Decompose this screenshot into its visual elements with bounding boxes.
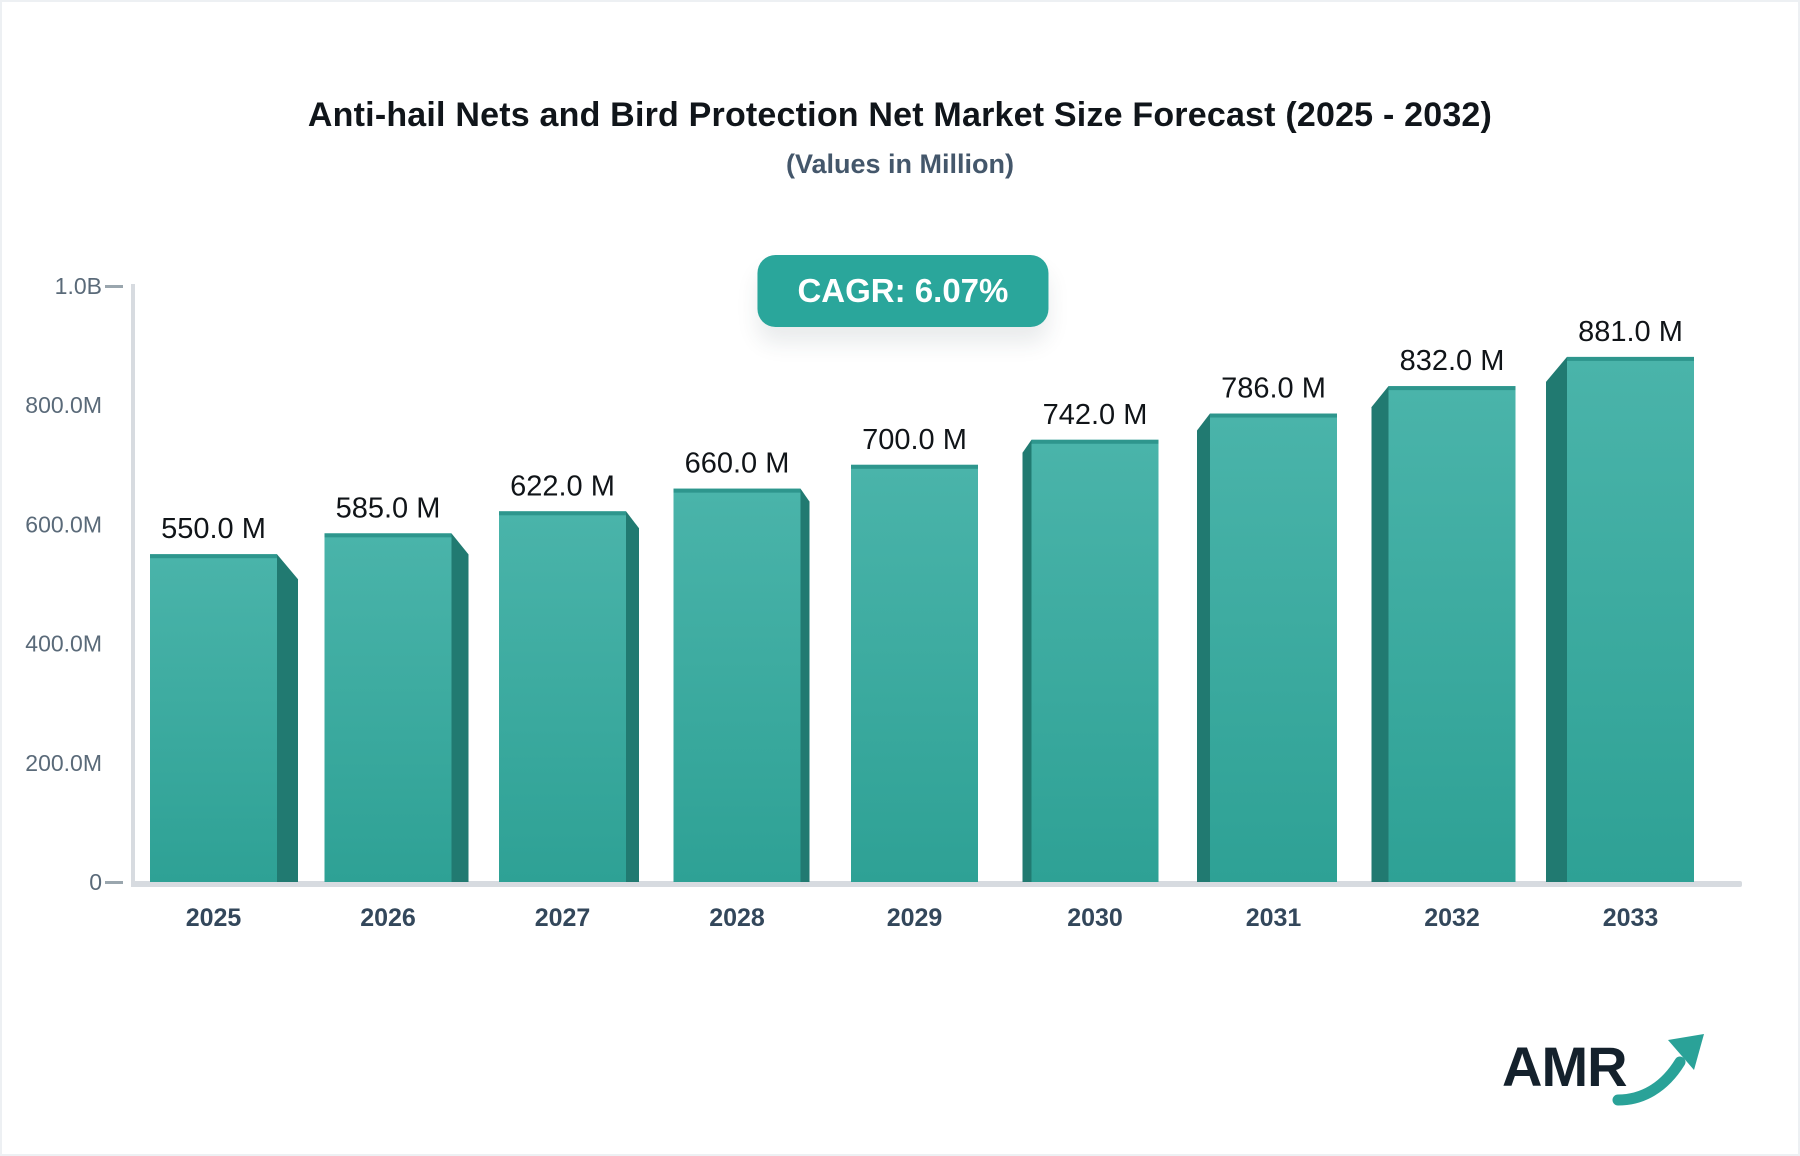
- bar-top-edge: [1567, 356, 1694, 361]
- bar-top-edge: [1388, 386, 1516, 391]
- bar-2033[interactable]: [1546, 356, 1694, 882]
- bar-value-label: 832.0 M: [1400, 345, 1505, 377]
- cagr-badge: CAGR: 6.07%: [757, 255, 1049, 327]
- x-axis-tick-label: 2033: [1603, 904, 1659, 932]
- bar-value-label: 550.0 M: [161, 513, 266, 545]
- bar-value-label: 700.0 M: [862, 424, 967, 456]
- bar-2031[interactable]: [1197, 413, 1337, 882]
- bar-side-face: [277, 554, 298, 882]
- bar-front-face: [1031, 439, 1159, 882]
- y-axis-tick-label: 200.0M: [25, 750, 102, 776]
- x-axis-tick-label: 2026: [360, 904, 416, 932]
- bar-front-face: [1388, 386, 1516, 882]
- bar-2029[interactable]: [851, 464, 978, 882]
- bar-side-face: [1546, 356, 1567, 882]
- bar-front-face: [150, 554, 277, 882]
- y-axis-tick-label: 400.0M: [25, 631, 102, 657]
- bar-value-label: 786.0 M: [1221, 373, 1326, 405]
- bar-2028[interactable]: [673, 488, 810, 882]
- chart-header: Anti-hail Nets and Bird Protection Net M…: [0, 0, 1800, 180]
- cagr-badge-label: CAGR: 6.07%: [797, 272, 1009, 309]
- x-axis-tick-label: 2030: [1067, 904, 1123, 932]
- y-axis-tick-dash: [105, 881, 123, 884]
- y-axis-tick-label: 800.0M: [25, 392, 102, 418]
- bar-2030[interactable]: [1022, 439, 1159, 882]
- bar-front-face: [1210, 413, 1337, 882]
- x-axis-tick-label: 2025: [186, 904, 242, 932]
- bar-top-edge: [851, 464, 978, 469]
- bar-top-edge: [1210, 413, 1337, 418]
- y-axis-line: [131, 284, 135, 887]
- bar-front-face: [1567, 356, 1694, 882]
- bar-2026[interactable]: [324, 533, 469, 882]
- y-axis-tick-dash: [105, 285, 123, 288]
- x-axis-line: [131, 881, 1742, 887]
- bar-top-edge: [1031, 439, 1159, 444]
- bar-2027[interactable]: [499, 511, 639, 882]
- bar-side-face: [1197, 413, 1210, 882]
- bar-2025[interactable]: [150, 554, 298, 882]
- bar-top-edge: [499, 511, 626, 516]
- y-axis-tick-label: 600.0M: [25, 511, 102, 537]
- y-axis-tick-label: 1.0B: [55, 273, 102, 299]
- bar-value-label: 660.0 M: [685, 448, 790, 480]
- x-axis-tick-label: 2028: [709, 904, 765, 932]
- bar-side-face: [626, 511, 639, 882]
- bar-front-face: [499, 511, 626, 882]
- bar-top-edge: [150, 554, 277, 559]
- x-axis-tick-label: 2029: [887, 904, 943, 932]
- chart-subtitle: (Values in Million): [785, 149, 1015, 179]
- bar-front-face: [851, 464, 978, 882]
- bar-value-label: 742.0 M: [1043, 399, 1148, 431]
- bar-side-face: [800, 488, 810, 882]
- bar-top-edge: [324, 533, 452, 538]
- bar-side-face: [1022, 439, 1032, 882]
- y-axis-tick-label: 0: [89, 869, 102, 895]
- bar-front-face: [673, 488, 801, 882]
- bar-value-label: 622.0 M: [510, 470, 615, 502]
- bar-2032[interactable]: [1371, 386, 1516, 882]
- bar-value-label: 881.0 M: [1578, 316, 1683, 348]
- chart-title: Anti-hail Nets and Bird Protection Net M…: [307, 96, 1493, 134]
- bar-top-edge: [673, 488, 801, 493]
- amr-logo: AMR: [1502, 1022, 1704, 1114]
- bar-value-label: 585.0 M: [336, 492, 441, 524]
- amr-logo-text: AMR: [1502, 1035, 1628, 1098]
- bar-front-face: [324, 533, 452, 882]
- x-axis-tick-label: 2027: [535, 904, 591, 932]
- bar-side-face: [1371, 386, 1389, 882]
- x-axis-tick-label: 2032: [1424, 904, 1480, 932]
- growth-arrow-icon: [1612, 1034, 1704, 1106]
- x-axis-tick-label: 2031: [1246, 904, 1302, 932]
- bar-side-face: [451, 533, 469, 882]
